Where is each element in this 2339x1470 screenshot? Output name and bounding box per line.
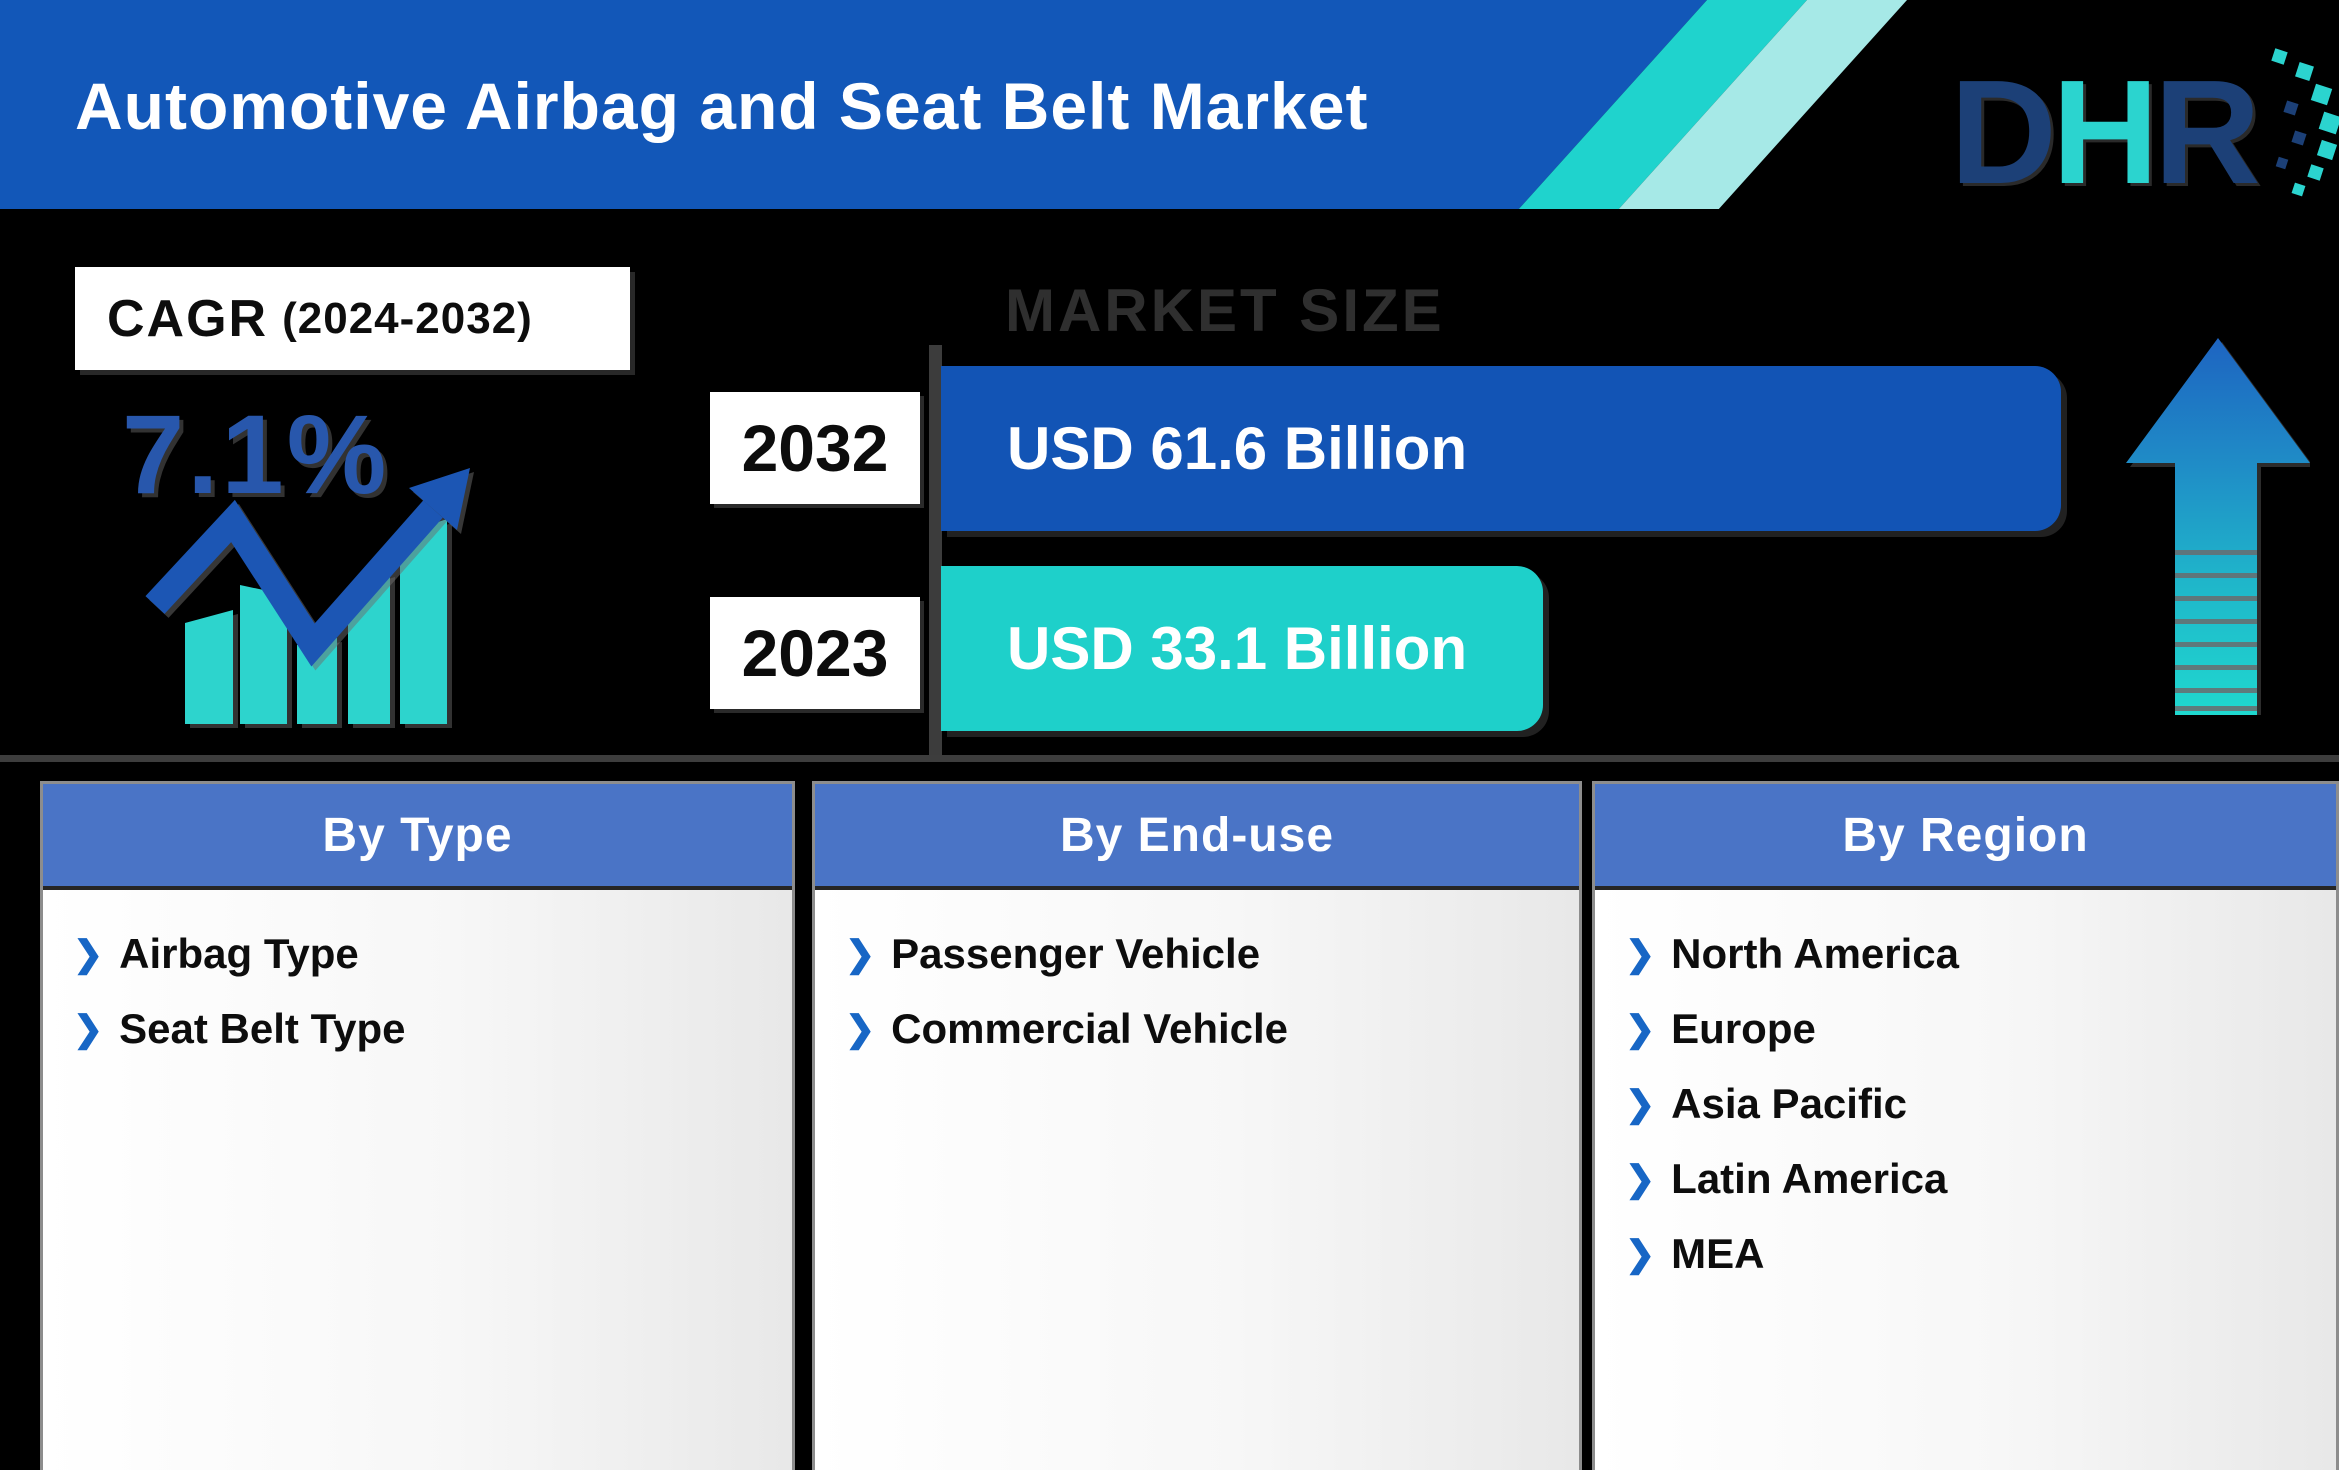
panel-by-end-use: By End-use ❯ Passenger Vehicle ❯ Commerc… [812,781,1582,1470]
panel-by-type: By Type ❯ Airbag Type ❯ Seat Belt Type [40,781,795,1470]
trend-arrowhead [409,468,470,530]
market-size-bar-2032: USD 61.6 Billion [941,366,2061,531]
segment-label: North America [1671,929,1960,977]
growth-arrow [2126,338,2310,715]
chevron-right-icon: ❯ [1625,1082,1656,1124]
year-label-2023: 2023 [710,597,920,709]
chevron-right-icon: ❯ [1625,1007,1656,1049]
chevron-right-icon: ❯ [845,1007,876,1049]
segment-label: Seat Belt Type [119,1004,406,1052]
list-item: ❯ Seat Belt Type [73,991,792,1066]
list-item: ❯ MEA [1625,1216,2336,1291]
panel-by-end-use-items: ❯ Passenger Vehicle ❯ Commercial Vehicle [815,890,1579,1066]
panel-by-region-items: ❯ North America ❯ Europe ❯ Asia Pacific … [1595,890,2336,1291]
logo-dots-arc [2265,40,2339,210]
bar-axis-line [929,345,942,757]
list-item: ❯ Latin America [1625,1141,2336,1216]
market-size-heading: MARKET SIZE [1005,277,1445,344]
list-item: ❯ Commercial Vehicle [845,991,1579,1066]
chevron-right-icon: ❯ [73,932,104,974]
list-item: ❯ North America [1625,916,2336,991]
list-item: ❯ Airbag Type [73,916,792,991]
cagr-label: CAGR [107,289,269,348]
segment-label: Asia Pacific [1671,1079,1907,1127]
panel-by-type-items: ❯ Airbag Type ❯ Seat Belt Type [43,890,792,1066]
page-title: Automotive Airbag and Seat Belt Market [75,69,1369,143]
trend-zigzag-line [145,499,443,667]
chevron-right-icon: ❯ [1625,932,1656,974]
list-item: ❯ Europe [1625,991,2336,1066]
segment-label: Commercial Vehicle [891,1004,1289,1052]
panel-by-type-header: By Type [43,784,792,890]
panel-by-region: By Region ❯ North America ❯ Europe ❯ Asi… [1592,781,2339,1470]
chevron-right-icon: ❯ [1625,1157,1656,1199]
dhr-logo: DHR [1950,48,2339,208]
header-bar: Automotive Airbag and Seat Belt Market [0,0,2339,209]
dhr-logo-text: DHR [1950,50,2261,215]
trend-bar [185,610,233,724]
chevron-right-icon: ❯ [73,1007,104,1049]
cagr-value: 7.1% [122,392,390,517]
trend-bar [400,519,447,724]
chevron-right-icon: ❯ [845,932,876,974]
market-size-value-2023: USD 33.1 Billion [1007,615,1468,682]
trend-bar [240,585,287,724]
segment-label: Airbag Type [119,929,359,977]
section-divider [0,755,2339,762]
segment-label: Latin America [1671,1154,1948,1202]
panel-by-region-header: By Region [1595,784,2336,890]
segment-label: Europe [1671,1004,1816,1052]
market-size-bar-2023: USD 33.1 Billion [941,566,1543,731]
list-item: ❯ Asia Pacific [1625,1066,2336,1141]
chevron-right-icon: ❯ [1625,1232,1656,1274]
cagr-box: CAGR (2024-2032) [75,267,630,370]
segment-label: MEA [1671,1229,1765,1277]
market-size-value-2032: USD 61.6 Billion [1007,415,1468,482]
segment-label: Passenger Vehicle [891,929,1261,977]
cagr-trend-chart [145,468,470,724]
cagr-period: (2024-2032) [282,293,533,343]
panel-by-end-use-header: By End-use [815,784,1579,890]
year-label-2032: 2032 [710,392,920,504]
list-item: ❯ Passenger Vehicle [845,916,1579,991]
